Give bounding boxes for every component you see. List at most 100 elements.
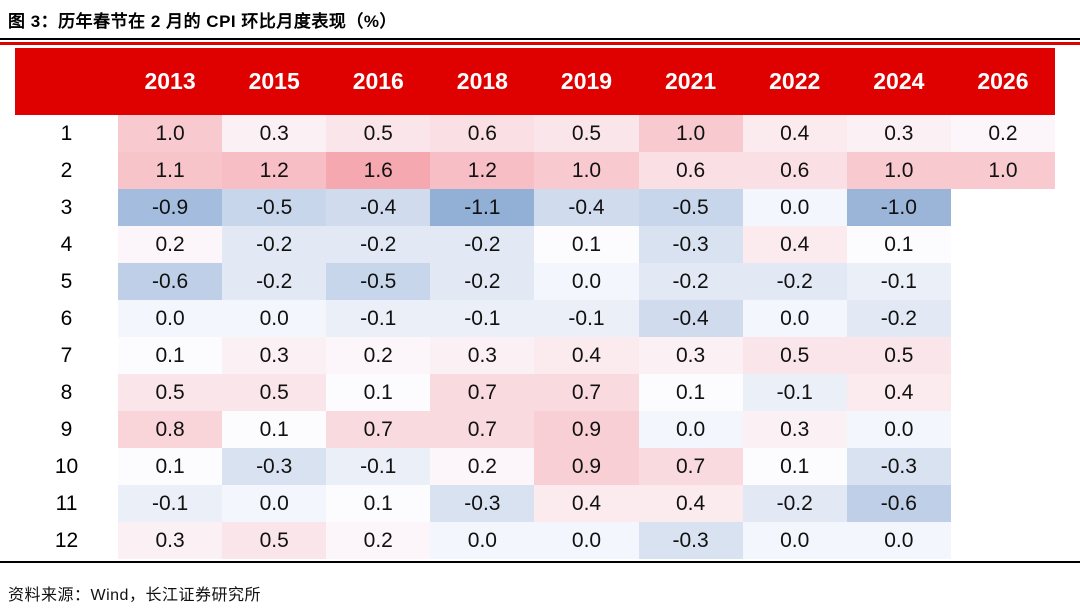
- table-row-month-5: 5 -0.6 -0.2 -0.5 -0.2 0.0 -0.2 -0.2 -0.1: [15, 263, 1055, 300]
- heatmap-cell-2024-m6: -0.2: [846, 300, 951, 337]
- heatmap-cell-2016-m12: 0.2: [326, 522, 431, 559]
- table-row-month-4: 4 0.2 -0.2 -0.2 -0.2 0.1 -0.3 0.4 0.1: [15, 226, 1055, 263]
- heatmap-cell-2015-m3: -0.5: [222, 189, 327, 226]
- table-row-month-11: 11 -0.1 0.0 0.1 -0.3 0.4 0.4 -0.2 -0.6: [15, 485, 1055, 522]
- heatmap-cell-2024-m12: 0.0: [846, 522, 951, 559]
- heatmap-cell-2015-m8: 0.5: [222, 374, 327, 411]
- heatmap-cell-2019-m4: 0.1: [534, 226, 639, 263]
- year-header-2015: 2015: [222, 48, 327, 115]
- heatmap-cell-2016-m5: -0.5: [326, 263, 431, 300]
- heatmap-cell-2022-m7: 0.5: [742, 337, 847, 374]
- table-bottom-divider: [0, 561, 1080, 563]
- heatmap-cell-2015-m4: -0.2: [222, 226, 327, 263]
- heatmap-cell-2013-m6: 0.0: [118, 300, 223, 337]
- heatmap-cell-2013-m8: 0.5: [118, 374, 223, 411]
- heatmap-cell-2016-m2: 1.6: [326, 152, 431, 189]
- month-label: 5: [15, 263, 118, 300]
- heatmap-cell-2016-m9: 0.7: [326, 411, 431, 448]
- heatmap-cell-2019-m10: 0.9: [534, 448, 639, 485]
- heatmap-cell-2022-m4: 0.4: [742, 226, 847, 263]
- heatmap-cell-2024-m7: 0.5: [846, 337, 951, 374]
- heatmap-cell-2015-m7: 0.3: [222, 337, 327, 374]
- heatmap-cell-2022-m11: -0.2: [742, 485, 847, 522]
- heatmap-cell-2018-m12: 0.0: [430, 522, 535, 559]
- heatmap-cell-2026-m12: [950, 522, 1055, 559]
- heatmap-cell-2022-m10: 0.1: [742, 448, 847, 485]
- year-header-2013: 2013: [118, 48, 223, 115]
- table-header: 2013 2015 2016 2018 2019 2021 2022 2024 2026: [15, 48, 1055, 115]
- heatmap-cell-2016-m10: -0.1: [326, 448, 431, 485]
- heatmap-cell-2019-m8: 0.7: [534, 374, 639, 411]
- table-row-month-12: 12 0.3 0.5 0.2 0.0 0.0 -0.3 0.0 0.0: [15, 522, 1055, 559]
- year-header-2019: 2019: [534, 48, 639, 115]
- year-header-2022: 2022: [742, 48, 847, 115]
- heatmap-cell-2022-m5: -0.2: [742, 263, 847, 300]
- heatmap-cell-2019-m7: 0.4: [534, 337, 639, 374]
- table-row-month-10: 10 0.1 -0.3 -0.1 0.2 0.9 0.7 0.1 -0.3: [15, 448, 1055, 485]
- month-column-header: [15, 48, 118, 115]
- heatmap-cell-2016-m7: 0.2: [326, 337, 431, 374]
- heatmap-cell-2022-m1: 0.4: [742, 115, 847, 152]
- heatmap-cell-2024-m11: -0.6: [846, 485, 951, 522]
- heatmap-cell-2019-m11: 0.4: [534, 485, 639, 522]
- heatmap-cell-2021-m4: -0.3: [638, 226, 743, 263]
- heatmap-cell-2026-m7: [950, 337, 1055, 374]
- source-note: 资料来源：Wind，长江证券研究所: [8, 587, 261, 604]
- month-label: 7: [15, 337, 118, 374]
- heatmap-cell-2015-m5: -0.2: [222, 263, 327, 300]
- heatmap-cell-2016-m1: 0.5: [326, 115, 431, 152]
- heatmap-cell-2021-m12: -0.3: [638, 522, 743, 559]
- heatmap-cell-2024-m8: 0.4: [846, 374, 951, 411]
- heatmap-cell-2019-m3: -0.4: [534, 189, 639, 226]
- heatmap-cell-2022-m9: 0.3: [742, 411, 847, 448]
- heatmap-cell-2022-m12: 0.0: [742, 522, 847, 559]
- month-label: 12: [15, 522, 118, 559]
- month-label: 1: [15, 115, 118, 152]
- heatmap-cell-2022-m3: 0.0: [742, 189, 847, 226]
- heatmap-cell-2021-m3: -0.5: [638, 189, 743, 226]
- figure-title: 图 3：历年春节在 2 月的 CPI 环比月度表现（%）: [8, 12, 397, 31]
- cpi-heatmap-table: 2013 2015 2016 2018 2019 2021 2022 2024 2026 1 1.…: [15, 48, 1055, 559]
- heatmap-cell-2026-m10: [950, 448, 1055, 485]
- heatmap-cell-2019-m1: 0.5: [534, 115, 639, 152]
- heatmap-cell-2016-m11: 0.1: [326, 485, 431, 522]
- heatmap-cell-2019-m9: 0.9: [534, 411, 639, 448]
- heatmap-cell-2019-m12: 0.0: [534, 522, 639, 559]
- heatmap-cell-2015-m2: 1.2: [222, 152, 327, 189]
- table-row-month-2: 2 1.1 1.2 1.6 1.2 1.0 0.6 0.6 1.0 1.0: [15, 152, 1055, 189]
- heatmap-cell-2026-m2: 1.0: [950, 152, 1055, 189]
- heatmap-cell-2026-m4: [950, 226, 1055, 263]
- month-label: 4: [15, 226, 118, 263]
- month-label: 10: [15, 448, 118, 485]
- heatmap-cell-2026-m8: [950, 374, 1055, 411]
- heatmap-cell-2021-m1: 1.0: [638, 115, 743, 152]
- heatmap-cell-2019-m2: 1.0: [534, 152, 639, 189]
- table-row-month-3: 3 -0.9 -0.5 -0.4 -1.1 -0.4 -0.5 0.0 -1.0: [15, 189, 1055, 226]
- heatmap-cell-2019-m6: -0.1: [534, 300, 639, 337]
- heatmap-cell-2015-m9: 0.1: [222, 411, 327, 448]
- heatmap-cell-2013-m5: -0.6: [118, 263, 223, 300]
- month-label: 9: [15, 411, 118, 448]
- heatmap-cell-2026-m9: [950, 411, 1055, 448]
- title-divider-black: [0, 38, 1080, 40]
- heatmap-cell-2021-m8: 0.1: [638, 374, 743, 411]
- heatmap-cell-2013-m1: 1.0: [118, 115, 223, 152]
- heatmap-cell-2018-m6: -0.1: [430, 300, 535, 337]
- heatmap-cell-2026-m11: [950, 485, 1055, 522]
- heatmap-cell-2013-m2: 1.1: [118, 152, 223, 189]
- heatmap-cell-2013-m11: -0.1: [118, 485, 223, 522]
- heatmap-cell-2013-m9: 0.8: [118, 411, 223, 448]
- heatmap-cell-2024-m9: 0.0: [846, 411, 951, 448]
- heatmap-cell-2018-m7: 0.3: [430, 337, 535, 374]
- heatmap-cell-2013-m4: 0.2: [118, 226, 223, 263]
- year-header-2021: 2021: [638, 48, 743, 115]
- heatmap-cell-2013-m3: -0.9: [118, 189, 223, 226]
- year-header-2016: 2016: [326, 48, 431, 115]
- heatmap-cell-2018-m2: 1.2: [430, 152, 535, 189]
- heatmap-cell-2018-m9: 0.7: [430, 411, 535, 448]
- heatmap-cell-2018-m1: 0.6: [430, 115, 535, 152]
- heatmap-cell-2016-m8: 0.1: [326, 374, 431, 411]
- heatmap-cell-2024-m3: -1.0: [846, 189, 951, 226]
- heatmap-cell-2024-m1: 0.3: [846, 115, 951, 152]
